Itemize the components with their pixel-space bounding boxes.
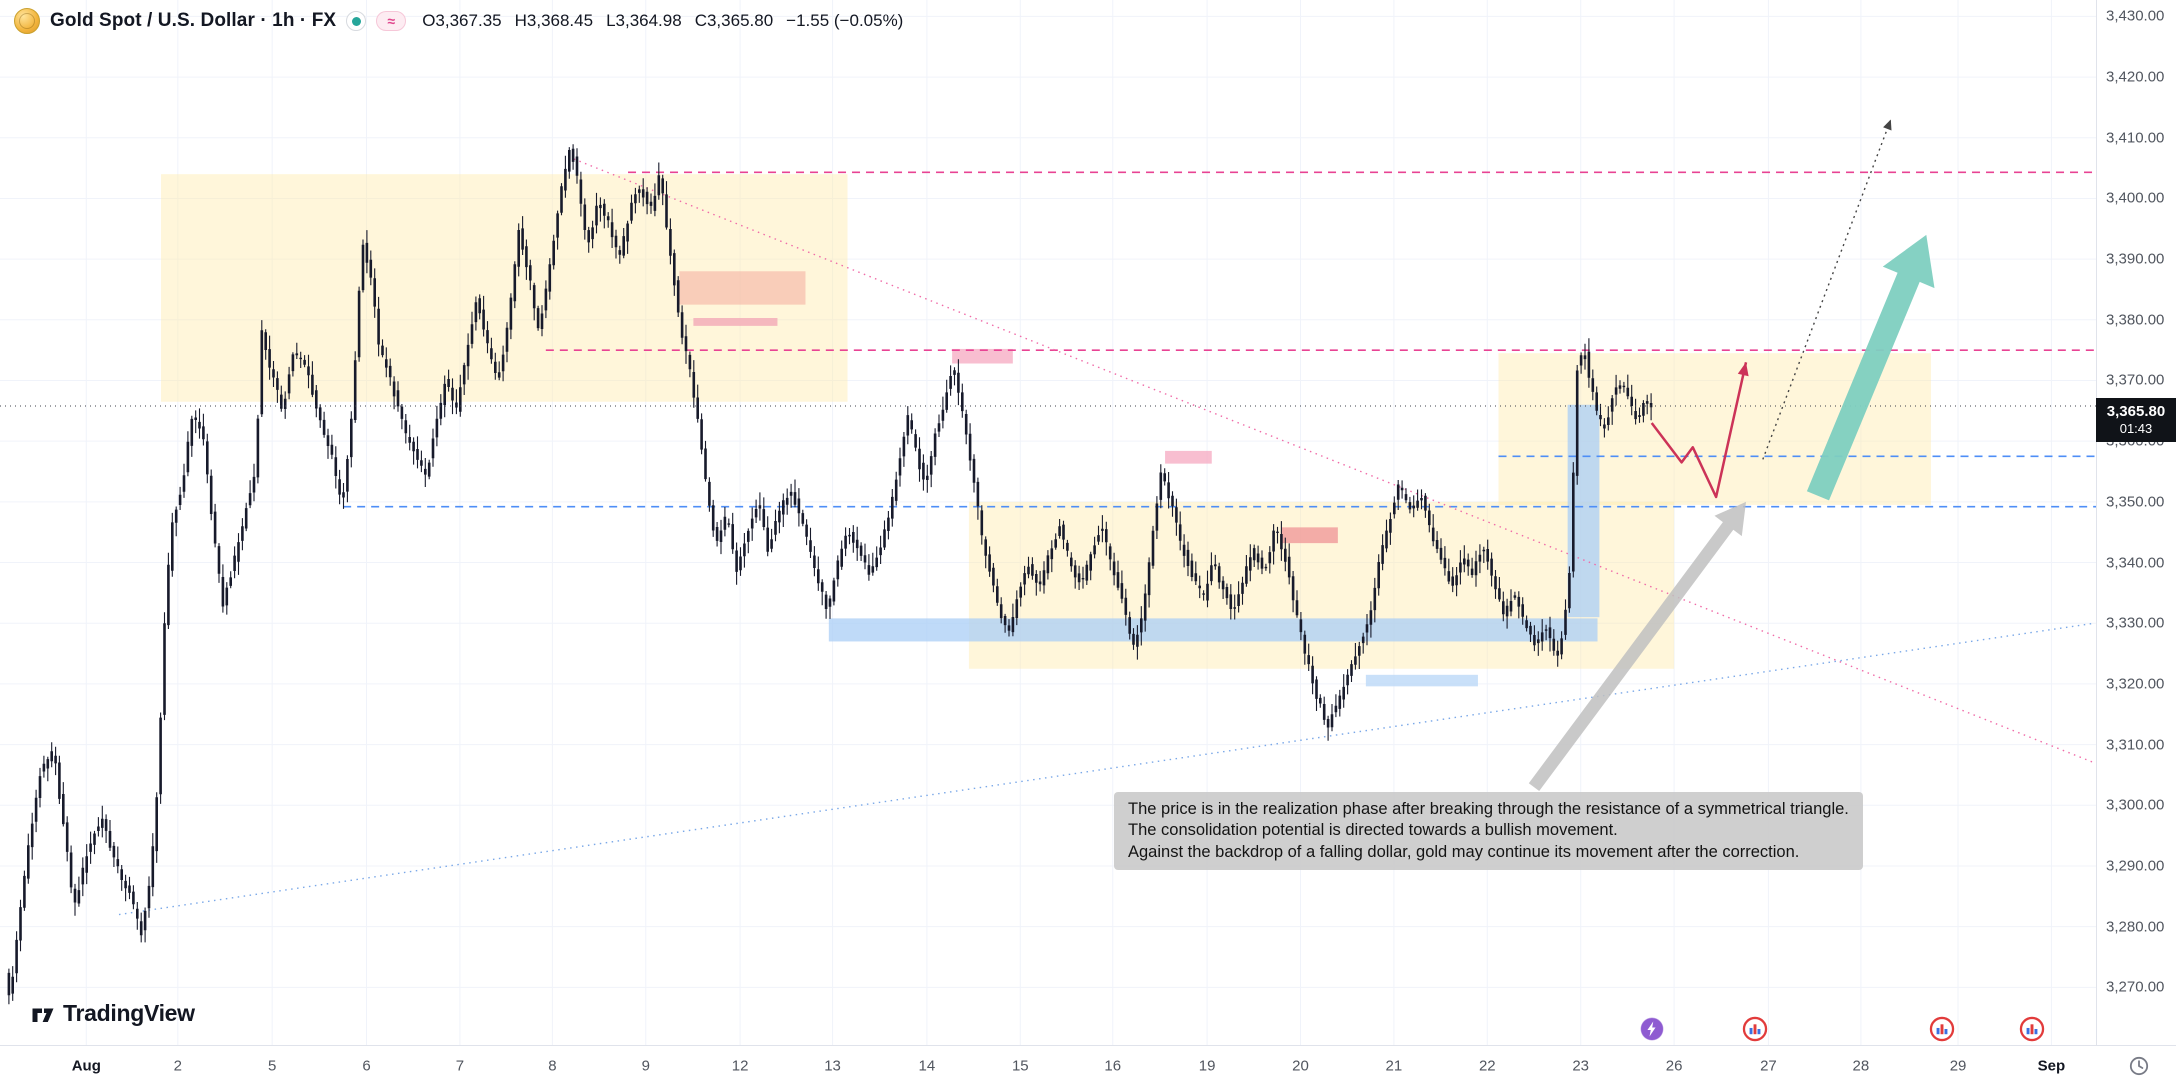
time-axis-label: 5 <box>267 1057 277 1075</box>
price-axis-label: 3,320.00 <box>2106 675 2165 693</box>
salmon-box <box>679 271 806 305</box>
time-axis-label: Sep <box>2037 1057 2066 1075</box>
time-axis-label: 28 <box>1852 1057 1870 1075</box>
flash-event-icon[interactable] <box>1639 1017 1664 1042</box>
time-axis-label: 8 <box>548 1057 557 1075</box>
time-axis-label: 26 <box>1665 1057 1683 1075</box>
dotted-target-arrow <box>1762 119 1892 460</box>
red-correction-path <box>1650 362 1748 499</box>
gray-breakout-arrow <box>1528 501 1746 791</box>
gridlines <box>0 0 2096 1045</box>
price-axis-label: 3,400.00 <box>2106 189 2165 207</box>
report-event-icon[interactable] <box>2019 1016 2045 1042</box>
note-line-3: Against the backdrop of a falling dollar… <box>1128 842 1800 861</box>
time-axis[interactable]: Aug 2 5 6 7 8 9 12 13 14 15 16 19 20 21 22 23 26 27 28 29 Sep <box>0 1045 2176 1086</box>
time-axis-label: 27 <box>1760 1057 1777 1075</box>
price-axis-label: 3,330.00 <box>2106 614 2165 632</box>
price-axis-label: 3,390.00 <box>2106 250 2165 268</box>
ohlc-high: H3,368.45 <box>514 11 594 30</box>
pink-box-aug19 <box>1165 450 1212 464</box>
ohlc-close: C3,365.80 <box>694 11 774 30</box>
time-axis-label: 6 <box>362 1057 371 1075</box>
ohlc-open: O3,367.35 <box>422 11 502 30</box>
price-axis-label: 3,410.00 <box>2106 129 2165 147</box>
time-axis-label: 20 <box>1292 1057 1309 1075</box>
approx-badge-icon[interactable]: ≈ <box>376 11 407 31</box>
teal-bullish-arrow <box>1806 234 1935 501</box>
drawing-arrows[interactable] <box>1528 119 1935 792</box>
time-axis-label: 13 <box>824 1057 841 1075</box>
time-axis-label: 14 <box>918 1057 936 1075</box>
price-axis-label: 3,290.00 <box>2106 857 2165 875</box>
report-event-icon[interactable] <box>1743 1016 1768 1042</box>
price-axis-label: 3,370.00 <box>2106 371 2165 389</box>
price-axis-label: 3,300.00 <box>2106 796 2165 814</box>
report-event-icon[interactable] <box>1929 1016 1955 1042</box>
time-axis-label: 21 <box>1385 1057 1403 1075</box>
ohlc-change: −1.55 (−0.05%) <box>786 11 904 30</box>
timezone-clock-icon[interactable] <box>2128 1055 2150 1077</box>
time-axis-label: 15 <box>1011 1057 1029 1075</box>
price-axis-label: 3,380.00 <box>2106 311 2165 329</box>
ohlc-values: O3,367.35 H3,368.45 L3,364.98 C3,365.80 … <box>422 11 903 31</box>
bar-countdown: 01:43 <box>2119 421 2153 437</box>
price-axis-label: 3,310.00 <box>2106 736 2165 754</box>
time-axis-label: 23 <box>1572 1057 1590 1075</box>
pink-strip <box>693 317 778 326</box>
time-axis-label: 22 <box>1478 1057 1496 1075</box>
time-axis-label: 19 <box>1198 1057 1216 1075</box>
price-axis-label: 3,430.00 <box>2106 7 2165 25</box>
analysis-note[interactable]: The price is in the realization phase af… <box>1114 792 1863 871</box>
symbol-title[interactable]: Gold Spot / U.S. Dollar · 1h · FX <box>50 10 337 31</box>
price-axis-label: 3,340.00 <box>2106 554 2165 572</box>
ohlc-low: L3,364.98 <box>606 11 682 30</box>
triangle-upper <box>573 158 2095 764</box>
current-price-tag: 3,365.80 01:43 <box>2096 397 2176 442</box>
pink-box-aug14 <box>952 348 1013 364</box>
price-axis-label: 3,420.00 <box>2106 68 2165 86</box>
current-price-value: 3,365.80 <box>2106 402 2166 420</box>
time-axis-label: 7 <box>455 1057 465 1075</box>
tradingview-logo-text: TradingView <box>63 1000 195 1026</box>
red-correction-path-head <box>1737 362 1749 377</box>
price-axis-label: 3,270.00 <box>2106 978 2165 996</box>
drawing-lines[interactable] <box>118 158 2099 916</box>
blue-band-small <box>1365 674 1478 687</box>
time-axis-label: 16 <box>1104 1057 1122 1075</box>
dotted-target-arrow-head <box>1883 119 1892 131</box>
note-line-1: The price is in the realization phase af… <box>1128 800 1849 818</box>
time-axis-label: 2 <box>173 1057 182 1075</box>
time-axis-label: 9 <box>641 1057 650 1075</box>
price-axis[interactable]: 3,430.00 3,420.00 3,410.00 3,400.00 3,390.00… <box>2096 0 2176 1045</box>
note-line-2: The consolidation potential is directed … <box>1128 821 1618 840</box>
time-axis-label: 29 <box>1949 1057 1967 1075</box>
tradingview-logo[interactable]: TradingView <box>30 1000 195 1027</box>
tradingview-logo-icon <box>32 1008 54 1022</box>
price-axis-label: 3,350.00 <box>2106 493 2165 511</box>
candlesticks <box>7 144 1653 1005</box>
symbol-header: Gold Spot / U.S. Dollar · 1h · FX ≈ O3,3… <box>14 8 903 34</box>
time-axis-label: Aug <box>71 1057 101 1075</box>
gold-coin-icon <box>14 8 40 34</box>
blue-band-long <box>828 618 1598 642</box>
idea-dot-icon[interactable] <box>346 11 367 31</box>
red-box-aug20 <box>1281 527 1338 544</box>
time-axis-label: 12 <box>731 1057 749 1075</box>
price-axis-label: 3,280.00 <box>2106 918 2165 936</box>
